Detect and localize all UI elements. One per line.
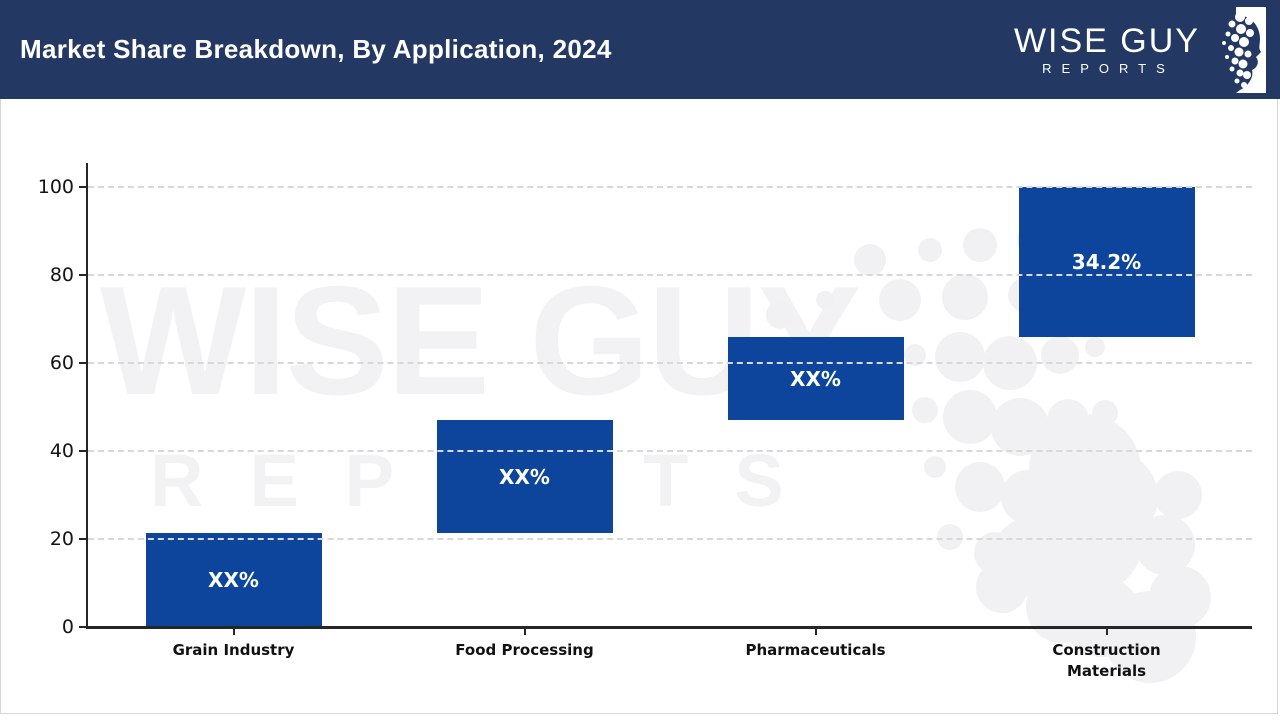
y-tick-40 — [79, 450, 87, 452]
brand-subtitle: REPORTS — [1042, 61, 1175, 76]
y-tick-label-0: 0 — [61, 616, 74, 638]
category-label-2: Pharmaceuticals — [745, 641, 886, 659]
y-tick-20 — [79, 538, 87, 540]
x-axis-line — [86, 626, 1252, 629]
bar-food-processing: XX% — [436, 420, 613, 533]
x-tick-2 — [814, 629, 817, 635]
bar-value-label: XX% — [208, 567, 259, 592]
y-tick-0 — [79, 626, 87, 628]
gridline-80 — [88, 274, 1252, 276]
y-tick-label-40: 40 — [49, 440, 74, 462]
y-tick-label-80: 80 — [49, 264, 74, 286]
x-tick-1 — [523, 629, 526, 635]
header-bar: Market Share Breakdown, By Application, … — [0, 0, 1280, 99]
gridline-40 — [88, 450, 1252, 452]
brand-wordmark: WISE GUY REPORTS — [1014, 24, 1200, 75]
x-tick-3 — [1105, 629, 1108, 635]
category-label-3: Construction Materials — [1052, 641, 1161, 680]
y-tick-60 — [79, 362, 87, 364]
gridline-20 — [88, 538, 1252, 540]
y-tick-label-100: 100 — [37, 176, 74, 198]
brand-name: WISE GUY — [1013, 22, 1200, 60]
bar-construction-materials: 34.2% — [1018, 187, 1195, 338]
watermark-head-icon — [766, 227, 1211, 683]
y-axis-line — [86, 163, 88, 629]
brand-head-icon — [1222, 6, 1266, 93]
gridline-100 — [88, 186, 1252, 188]
category-label-0: Grain Industry — [172, 641, 295, 659]
y-tick-100 — [79, 186, 87, 188]
gridline-60 — [88, 362, 1252, 364]
category-label-1: Food Processing — [455, 641, 594, 659]
bar-value-label: XX% — [790, 366, 841, 391]
brand-logo: WISE GUY REPORTS — [1014, 0, 1266, 99]
page-title: Market Share Breakdown, By Application, … — [20, 34, 612, 64]
bar-value-label: XX% — [499, 464, 550, 489]
bar-grain-industry: XX% — [145, 532, 322, 627]
y-tick-label-20: 20 — [49, 528, 74, 550]
bar-pharmaceuticals: XX% — [727, 337, 904, 421]
y-tick-label-60: 60 — [49, 352, 74, 374]
y-tick-80 — [79, 274, 87, 276]
bar-value-label: 34.2% — [1071, 250, 1142, 275]
x-tick-0 — [232, 629, 235, 635]
